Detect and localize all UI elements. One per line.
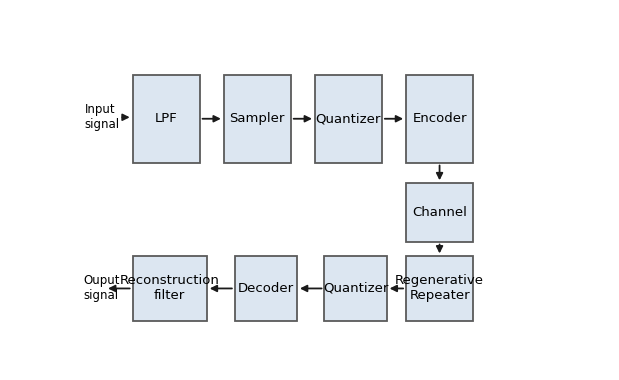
Text: Ouput
signal: Ouput signal [83,274,119,302]
FancyBboxPatch shape [132,256,207,321]
FancyBboxPatch shape [132,75,200,163]
Text: Input
signal: Input signal [85,103,119,131]
Text: Reconstruction
filter: Reconstruction filter [120,274,220,302]
FancyBboxPatch shape [315,75,382,163]
Text: LPF: LPF [155,112,178,125]
Text: Regenerative
Repeater: Regenerative Repeater [395,274,484,302]
FancyBboxPatch shape [406,75,473,163]
FancyBboxPatch shape [223,75,291,163]
Text: Decoder: Decoder [238,282,294,295]
FancyBboxPatch shape [406,256,473,321]
FancyBboxPatch shape [406,183,473,242]
Text: Quantizer: Quantizer [323,282,388,295]
Text: Channel: Channel [412,206,467,219]
FancyBboxPatch shape [235,256,297,321]
FancyBboxPatch shape [324,256,387,321]
Text: Quantizer: Quantizer [316,112,381,125]
Text: Encoder: Encoder [412,112,467,125]
Text: Sampler: Sampler [230,112,285,125]
